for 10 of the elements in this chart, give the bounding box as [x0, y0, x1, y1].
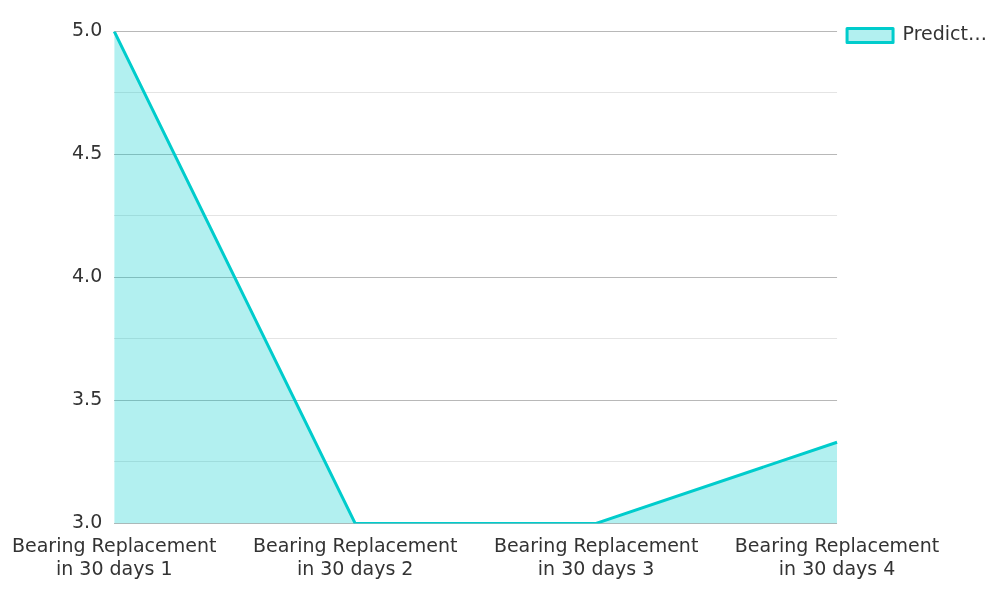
y-tick-label: 3.5 [72, 387, 103, 410]
y-tick-label: 4.0 [72, 264, 103, 287]
x-tick-label: Bearing Replacement in 30 days 4 [734, 533, 940, 579]
y-tick-label: 3.0 [72, 510, 103, 533]
x-tick-label: Bearing Replacement in 30 days 2 [252, 533, 458, 579]
y-tick-label: 5.0 [72, 18, 103, 41]
x-tick-label: Bearing Replacement in 30 days 3 [493, 533, 699, 579]
y-tick-label: 4.5 [72, 141, 103, 164]
legend-label: Predict… [902, 22, 988, 45]
x-tick-label: Bearing Replacement in 30 days 1 [12, 533, 217, 579]
